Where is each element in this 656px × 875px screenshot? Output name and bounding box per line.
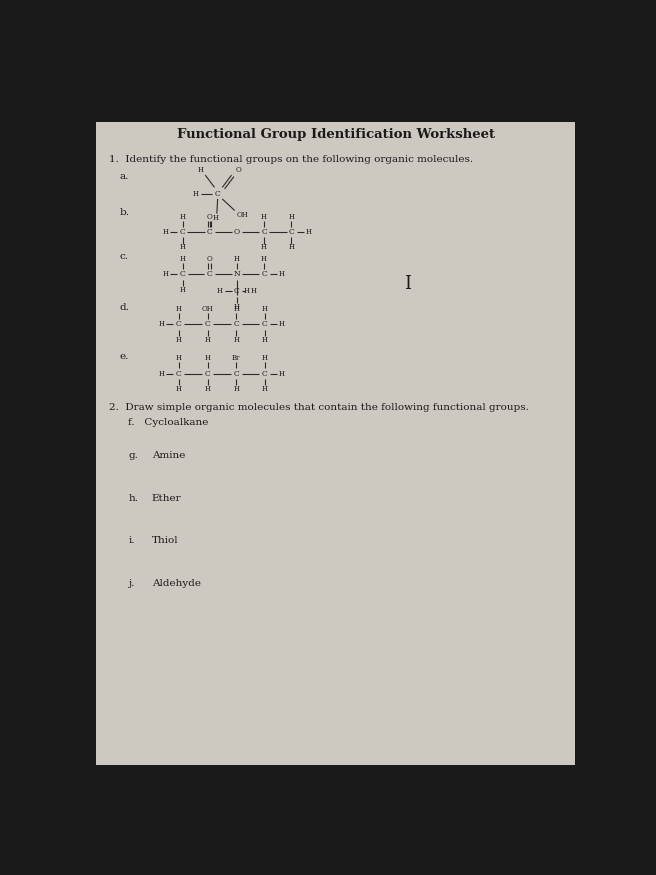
Text: O: O xyxy=(234,228,240,236)
Text: C: C xyxy=(262,370,268,378)
Text: H: H xyxy=(288,243,295,251)
Text: C: C xyxy=(234,320,239,328)
Text: H: H xyxy=(262,354,268,362)
Text: OH: OH xyxy=(201,305,213,313)
Text: H: H xyxy=(197,166,203,174)
Text: O: O xyxy=(236,166,241,174)
Text: H: H xyxy=(176,385,182,393)
Text: H: H xyxy=(163,270,169,278)
Text: Aldehyde: Aldehyde xyxy=(152,578,201,587)
Text: H: H xyxy=(278,270,284,278)
Text: Amine: Amine xyxy=(152,452,185,460)
Text: H: H xyxy=(180,286,186,294)
Text: j.: j. xyxy=(129,578,135,587)
Text: C: C xyxy=(262,320,268,328)
Text: h.: h. xyxy=(129,493,138,503)
Text: H: H xyxy=(234,336,239,344)
Text: H: H xyxy=(234,305,239,313)
Text: C: C xyxy=(176,370,182,378)
Text: e.: e. xyxy=(119,353,129,361)
Text: H: H xyxy=(205,336,211,344)
Text: H: H xyxy=(262,305,268,313)
Text: H: H xyxy=(180,255,186,263)
Text: d.: d. xyxy=(119,303,129,312)
Text: f.   Cycloalkane: f. Cycloalkane xyxy=(129,418,209,427)
FancyBboxPatch shape xyxy=(96,122,575,765)
Text: H: H xyxy=(159,370,165,378)
Text: C: C xyxy=(261,270,267,278)
Text: I: I xyxy=(404,276,411,293)
Text: b.: b. xyxy=(119,208,129,217)
Text: H: H xyxy=(234,385,239,393)
Text: H: H xyxy=(262,385,268,393)
Text: C: C xyxy=(261,228,267,236)
Text: 2.  Draw simple organic molecules that contain the following functional groups.: 2. Draw simple organic molecules that co… xyxy=(109,403,529,412)
Text: Thiol: Thiol xyxy=(152,536,178,545)
Text: C: C xyxy=(215,190,220,198)
Text: C: C xyxy=(176,320,182,328)
Text: H: H xyxy=(205,354,211,362)
Text: O: O xyxy=(207,255,213,263)
Text: H: H xyxy=(305,228,312,236)
Text: OH: OH xyxy=(237,211,249,219)
Text: i.: i. xyxy=(129,536,135,545)
Text: H: H xyxy=(234,303,240,311)
Text: C: C xyxy=(207,228,213,236)
Text: H: H xyxy=(176,336,182,344)
Text: C: C xyxy=(205,320,211,328)
Text: H: H xyxy=(180,213,186,220)
Text: H: H xyxy=(213,214,219,222)
Text: H: H xyxy=(176,305,182,313)
Text: C: C xyxy=(234,370,239,378)
Text: Br: Br xyxy=(232,354,240,362)
Text: C: C xyxy=(205,370,211,378)
Text: C: C xyxy=(207,270,213,278)
Text: C: C xyxy=(234,287,240,296)
Text: 1.  Identify the functional groups on the following organic molecules.: 1. Identify the functional groups on the… xyxy=(109,155,473,164)
Text: H: H xyxy=(288,213,295,220)
Text: g.: g. xyxy=(129,452,138,460)
Text: H: H xyxy=(193,190,199,198)
Text: N: N xyxy=(234,270,240,278)
Text: H: H xyxy=(261,255,267,263)
Text: H: H xyxy=(180,243,186,251)
Text: H: H xyxy=(159,320,165,328)
Text: a.: a. xyxy=(119,172,129,181)
Text: H: H xyxy=(234,255,240,263)
Text: H: H xyxy=(261,213,267,220)
Text: H: H xyxy=(163,228,169,236)
Text: H: H xyxy=(262,336,268,344)
Text: H: H xyxy=(217,287,223,296)
Text: c.: c. xyxy=(119,252,128,262)
Text: Ether: Ether xyxy=(152,493,181,503)
Text: H: H xyxy=(205,385,211,393)
Text: H: H xyxy=(279,370,285,378)
Text: H: H xyxy=(279,320,285,328)
Text: H: H xyxy=(251,287,257,296)
Text: C: C xyxy=(180,270,186,278)
Text: H: H xyxy=(243,287,249,296)
Text: H: H xyxy=(261,243,267,251)
Text: O: O xyxy=(207,213,213,220)
Text: C: C xyxy=(289,228,294,236)
Text: C: C xyxy=(180,228,186,236)
Text: Functional Group Identification Worksheet: Functional Group Identification Workshee… xyxy=(177,128,495,141)
Text: H: H xyxy=(176,354,182,362)
